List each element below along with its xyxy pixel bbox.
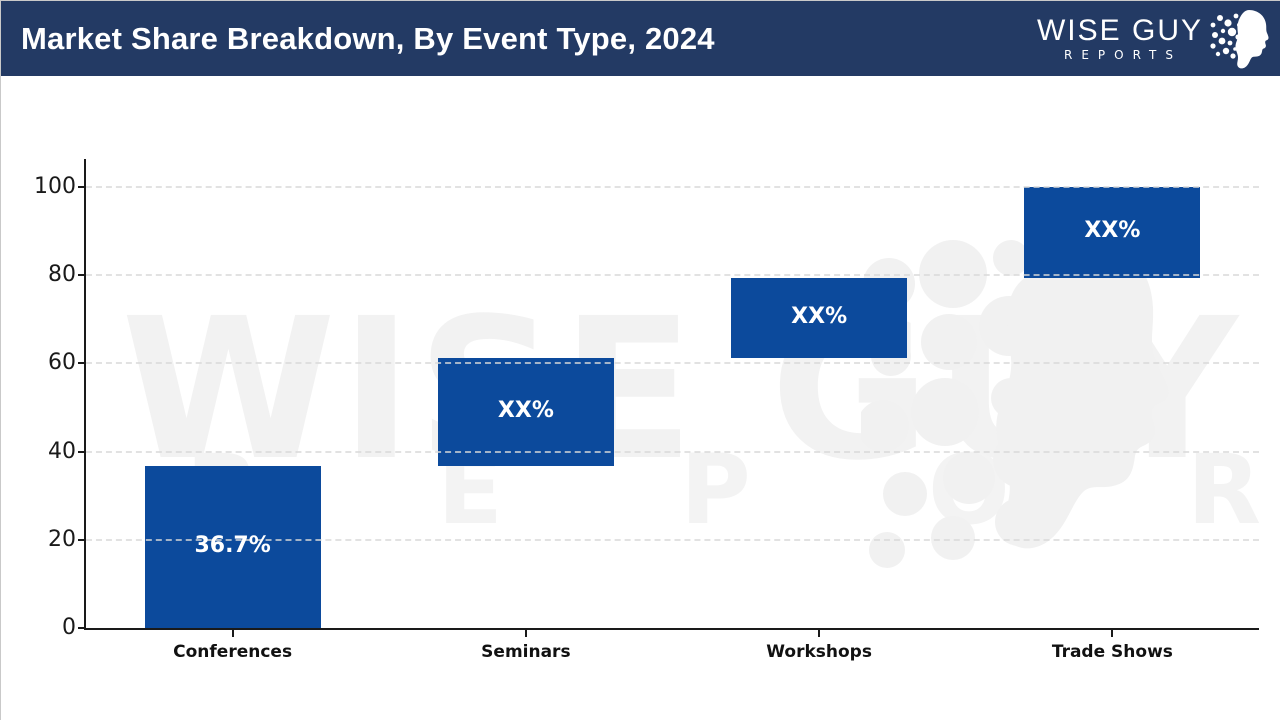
bar-value-label: XX%	[791, 303, 848, 329]
chart-title: Market Share Breakdown, By Event Type, 2…	[21, 20, 715, 56]
x-tick-mark	[1111, 630, 1114, 637]
bar-value-label: XX%	[1084, 218, 1141, 244]
chart-area: WISE GUY R E P O R T S 36.7%ConferencesX…	[1, 76, 1280, 721]
y-tick-mark	[78, 538, 86, 541]
bar-seminars	[437, 358, 614, 467]
y-tick-label: 40	[48, 438, 76, 464]
y-tick-mark	[78, 450, 86, 453]
x-tick-mark	[818, 630, 821, 637]
y-gridline	[86, 362, 1259, 365]
y-tick-mark	[78, 627, 86, 629]
y-tick-mark	[78, 186, 86, 188]
y-gridline	[86, 450, 1259, 453]
y-axis-line	[84, 159, 86, 630]
bar-value-label: 36.7%	[194, 533, 271, 559]
y-tick-label: 60	[48, 350, 76, 376]
brand-logo: WISE GUY REPORTS	[1037, 9, 1269, 69]
x-axis-label: Workshops	[766, 642, 872, 662]
y-tick-label: 20	[48, 526, 76, 552]
x-axis-label: Seminars	[481, 642, 571, 662]
logo-subtitle: REPORTS	[1063, 48, 1182, 62]
y-tick-mark	[78, 362, 86, 365]
bar-trade-shows	[1024, 187, 1201, 278]
x-axis-label: Trade Shows	[1051, 642, 1173, 662]
logo-wordmark: WISE GUY	[1036, 14, 1203, 47]
y-tick-mark	[78, 274, 86, 277]
bar-value-label: XX%	[497, 398, 554, 424]
x-tick-mark	[524, 630, 527, 637]
bar-conferences	[144, 466, 321, 628]
y-gridline	[86, 186, 1259, 188]
bar-workshops	[731, 277, 908, 359]
plot-region: 36.7% Conferences XX% Seminars XX% Workshops X…	[1, 76, 1280, 721]
header-bar: Market Share Breakdown, By Event Type, 2…	[1, 1, 1280, 76]
y-tick-label: 0	[62, 615, 76, 640]
x-tick-mark	[231, 630, 234, 637]
logo-head-icon	[1210, 10, 1269, 69]
x-axis-line	[84, 628, 1259, 630]
y-gridline	[86, 274, 1259, 277]
y-tick-label: 100	[34, 174, 76, 199]
brand-logo-text: WISE GUY REPORTS	[1036, 14, 1203, 63]
y-gridline	[86, 538, 1259, 541]
x-axis-label: Conferences	[173, 642, 293, 662]
y-tick-label: 80	[48, 262, 76, 288]
